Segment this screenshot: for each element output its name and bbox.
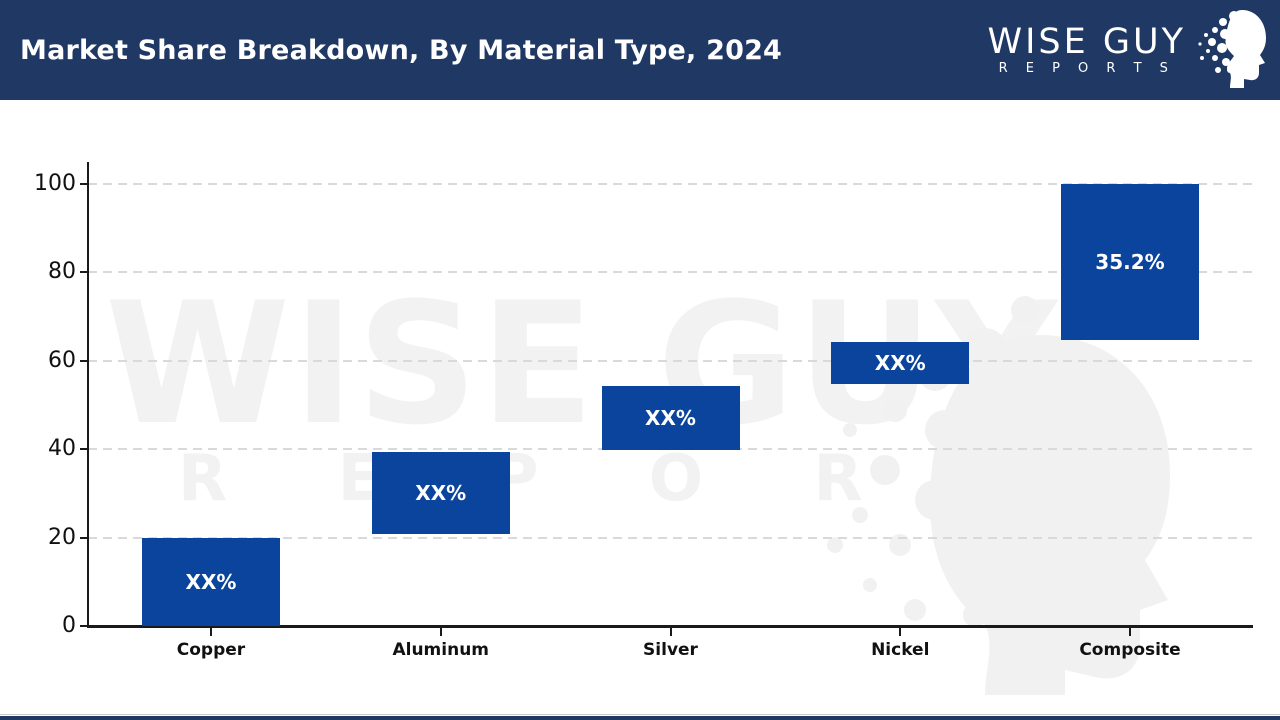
x-category-label-nickel: Nickel (871, 640, 930, 660)
y-tick-label-40: 40 (48, 436, 76, 462)
y-tick-label-60: 60 (48, 347, 76, 373)
footer-bar (0, 716, 1280, 720)
bar-value-label-copper: XX% (185, 569, 237, 594)
gridline-20 (88, 536, 1253, 539)
bottom-border (0, 714, 1280, 715)
gridline-80 (88, 271, 1253, 274)
bar-silver: XX% (601, 385, 740, 451)
x-tick-composite (1129, 628, 1131, 636)
chart-canvas: WISE GUY R E P O R T S 0 20 40 60 80 10 (0, 100, 1280, 714)
bar-value-label-aluminum: XX% (415, 480, 467, 505)
bar-value-label-composite: 35.2% (1095, 249, 1165, 274)
wiseguy-logo: WISE GUY R E P O R T S (987, 6, 1280, 94)
x-tick-nickel (899, 628, 902, 636)
y-tick-40 (80, 448, 88, 451)
x-category-label-silver: Silver (643, 640, 698, 660)
x-tick-aluminum (439, 628, 442, 636)
bar-composite: 35.2% (1061, 184, 1199, 340)
logo-wordmark-block: WISE GUY R E P O R T S (987, 21, 1186, 77)
page-title: Market Share Breakdown, By Material Type… (20, 34, 783, 66)
y-tick-60 (80, 359, 88, 362)
y-tick-0 (80, 625, 88, 627)
y-tick-20 (80, 536, 88, 539)
bar-copper: XX% (142, 537, 280, 626)
x-tick-copper (210, 628, 212, 636)
bar-aluminum: XX% (371, 451, 510, 535)
bar-value-label-silver: XX% (645, 406, 696, 431)
y-axis-line (87, 162, 89, 628)
bar-value-label-nickel: XX% (874, 350, 926, 375)
logo-wordmark: WISE GUY (987, 21, 1186, 62)
logo-subtext: R E P O R T S (998, 61, 1175, 77)
logo-head-profile-icon (1190, 6, 1268, 94)
bar-nickel: XX% (831, 341, 970, 384)
y-tick-label-80: 80 (48, 259, 76, 285)
x-category-label-aluminum: Aluminum (392, 640, 490, 660)
gridline-100 (88, 183, 1253, 185)
y-tick-label-0: 0 (62, 613, 76, 638)
y-tick-80 (80, 271, 88, 274)
waterfall-chart: 0 20 40 60 80 100 XX% Copper XX% Aluminum XX% Silve… (0, 100, 1280, 714)
y-tick-label-20: 20 (48, 524, 76, 550)
y-tick-label-100: 100 (34, 171, 76, 196)
header-bar: Market Share Breakdown, By Material Type… (0, 0, 1280, 100)
watermark-head-profile-icon (770, 215, 1190, 699)
y-tick-100 (80, 183, 88, 185)
x-category-label-copper: Copper (176, 640, 246, 660)
x-tick-silver (669, 628, 672, 636)
x-category-label-composite: Composite (1079, 640, 1181, 660)
gridline-60 (88, 359, 1253, 362)
x-axis-line (87, 625, 1253, 628)
